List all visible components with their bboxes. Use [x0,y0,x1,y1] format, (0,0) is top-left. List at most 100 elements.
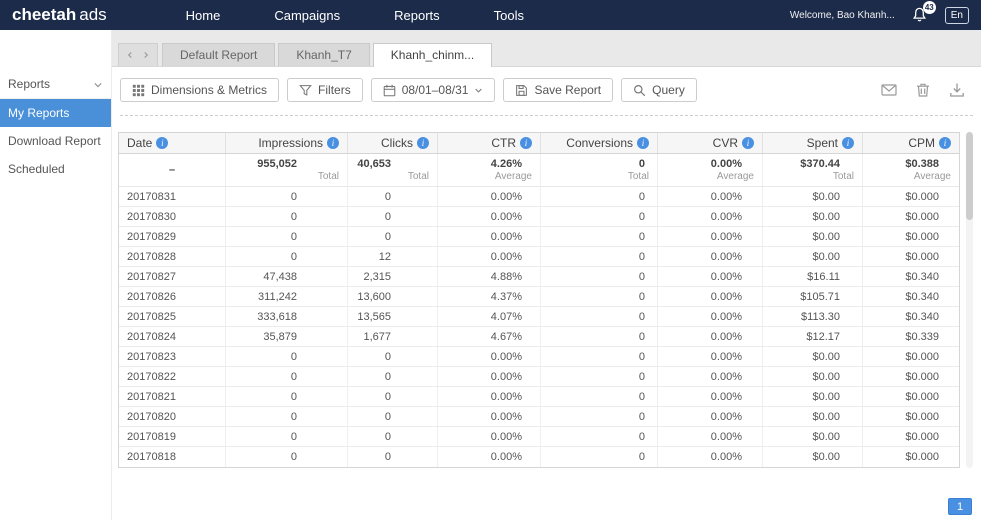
value-cell: $0.000 [863,247,959,266]
logo-text-light: ads [79,5,107,24]
query-button[interactable]: Query [621,78,697,102]
totals-cell-spent: $370.44 Total [763,154,863,186]
value-cell: 0.00% [438,387,541,406]
tab-khanh-t7[interactable]: Khanh_T7 [278,43,370,66]
cell-value: $0.000 [905,430,939,443]
toolbar-divider [120,115,973,116]
column-header-clicks[interactable]: Clicks i [348,133,438,153]
cell-value: 0 [290,230,297,243]
cell-value: 0 [384,390,391,403]
nav-item-tools[interactable]: Tools [493,7,525,23]
tab-default-report[interactable]: Default Report [162,43,276,66]
totals-value: 0 [638,158,645,170]
sidebar-item-download-report[interactable]: Download Report [8,134,101,148]
column-label: Conversions [566,136,633,150]
value-cell: 0 [541,187,658,206]
cell-value: $0.000 [905,370,939,383]
value-cell: 0.00% [658,427,763,446]
info-icon[interactable]: i [520,137,532,149]
sidebar-item-scheduled[interactable]: Scheduled [8,162,65,176]
value-cell: 0.00% [438,367,541,386]
cell-value: 4.37% [490,290,522,303]
value-cell: $0.000 [863,227,959,246]
nav-item-reports[interactable]: Reports [394,7,440,23]
tab-khanh-chinm[interactable]: Khanh_chinm... [372,43,493,67]
cell-value: $0.340 [905,270,939,283]
sidebar-group-reports[interactable]: Reports [0,70,111,99]
value-cell: 0 [348,407,438,426]
info-icon[interactable]: i [156,137,169,149]
value-cell: 0.00% [438,207,541,226]
date-cell: 20170830 [119,207,226,226]
column-header-impressions[interactable]: Impressions i [226,133,348,153]
totals-sublabel: Average [716,171,754,182]
dimensions-metrics-label: Dimensions & Metrics [151,83,268,97]
cell-value: 0 [638,290,645,303]
table-row: 20170818 0 0 0.00% 0 0.00% $0.00 $0.000 [119,447,959,467]
nav-item-home[interactable]: Home [185,7,221,23]
cell-value: $0.000 [905,230,939,243]
sidebar: Reports My Reports Download Report Schedul… [0,30,112,520]
info-icon[interactable]: i [842,137,854,149]
cell-value: $105.71 [800,290,840,303]
value-cell: 0 [541,327,658,346]
column-label: Spent [806,136,838,150]
value-cell: $0.000 [863,347,959,366]
cell-value: 0 [384,410,391,423]
trash-icon[interactable] [915,82,931,98]
info-icon[interactable]: i [637,137,649,149]
dimensions-metrics-button[interactable]: Dimensions & Metrics [120,78,280,102]
info-icon[interactable]: i [417,137,429,149]
column-header-cvr[interactable]: CVR i [658,133,763,153]
value-cell: $0.00 [763,407,863,426]
column-header-date[interactable]: Date i [119,133,226,153]
nav-item-campaigns[interactable]: Campaigns [274,7,341,23]
info-icon[interactable]: i [327,137,339,149]
notifications-bell-icon[interactable]: 43 [911,1,936,24]
totals-cell-clicks: 40,653 Total [348,154,438,186]
cell-value: $0.00 [812,430,840,443]
report-tabs: Default Report Khanh_T7 Khanh_chinm... [162,43,495,67]
table-scrollbar[interactable] [966,132,973,468]
table-row: 20170828 0 12 0.00% 0 0.00% $0.00 $0.000 [119,247,959,267]
cell-value: 4.07% [490,310,522,323]
welcome-user-label[interactable]: Welcome, Bao Khanh... [789,9,895,21]
cell-value: 20170831 [127,190,176,203]
value-cell: 0 [226,387,348,406]
save-report-button[interactable]: Save Report [503,78,614,102]
table-scrollbar-thumb[interactable] [966,132,973,220]
value-cell: 0 [541,367,658,386]
filters-button[interactable]: Filters [287,78,363,102]
column-header-ctr[interactable]: CTR i [438,133,541,153]
column-header-conversions[interactable]: Conversions i [541,133,658,153]
tab-scroll-buttons[interactable] [118,43,158,66]
value-cell: $0.00 [763,447,863,467]
cell-value: $12.17 [806,330,840,343]
value-cell: 0 [541,427,658,446]
email-icon[interactable] [881,82,897,98]
value-cell: 0.00% [438,247,541,266]
date-range-button[interactable]: 08/01–08/31 [370,78,496,102]
table-row: 20170827 47,438 2,315 4.88% 0 0.00% $16.11 $0.3… [119,267,959,287]
info-icon[interactable]: i [939,137,951,149]
sidebar-item-my-reports[interactable]: My Reports [0,99,111,127]
cell-value: 0 [638,370,645,383]
download-icon[interactable] [949,82,965,98]
cell-value: 0.00% [490,210,522,223]
cell-value: 0.00% [710,210,742,223]
column-header-cpm[interactable]: CPM i [863,133,959,153]
cell-value: 0 [384,451,391,463]
table-row: 20170829 0 0 0.00% 0 0.00% $0.00 $0.000 [119,227,959,247]
main-content: Default Report Khanh_T7 Khanh_chinm... Dim… [112,30,981,520]
info-icon[interactable]: i [742,137,754,149]
pagination-page-1[interactable]: 1 [948,498,972,515]
language-selector[interactable]: En [944,6,969,24]
date-cell: 20170821 [119,387,226,406]
calendar-icon [383,84,396,96]
cell-value: 0.00% [710,270,742,283]
app-logo[interactable]: cheetah ads [12,5,107,25]
date-cell: 20170824 [119,327,226,346]
column-header-spent[interactable]: Spent i [763,133,863,153]
search-icon [634,84,646,96]
totals-sublabel: Average [913,171,951,182]
